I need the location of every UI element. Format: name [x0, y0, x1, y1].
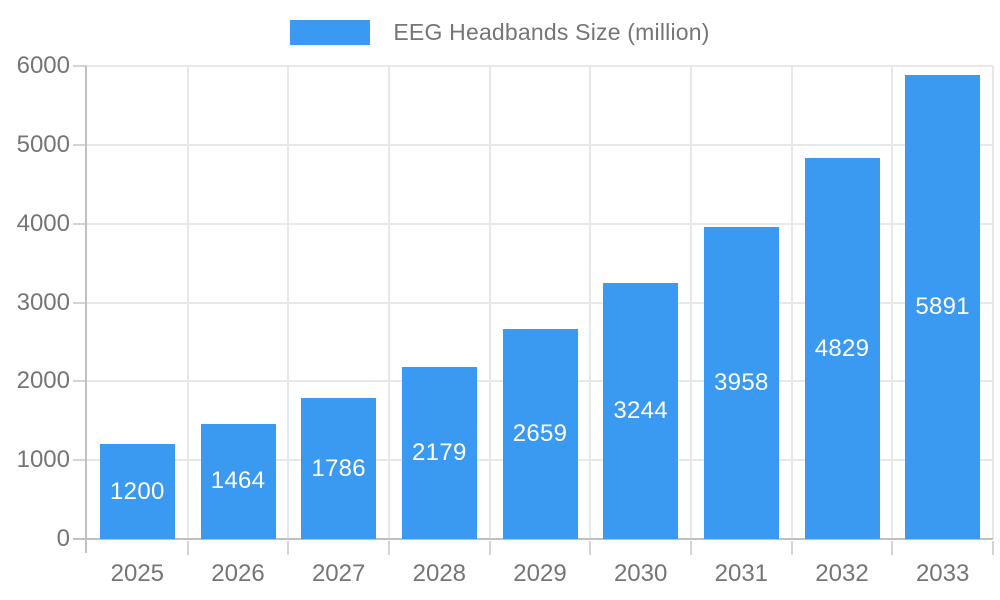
x-tick-mark — [589, 541, 592, 555]
gridline-vertical — [589, 66, 592, 539]
y-tick-mark — [73, 459, 87, 462]
gridline-horizontal — [87, 65, 993, 67]
gridline-vertical — [790, 66, 793, 539]
bar-value-label: 4829 — [814, 334, 870, 362]
y-tick-label: 3000 — [16, 288, 70, 316]
bar-value-label: 1786 — [311, 454, 366, 482]
bar: 2179 — [401, 367, 477, 539]
bar-value-label: 1464 — [210, 467, 266, 495]
bar: 4829 — [804, 158, 880, 539]
x-tick-label: 2025 — [110, 560, 165, 587]
y-tick-label: 5000 — [16, 130, 70, 158]
gridline-vertical — [488, 66, 491, 539]
x-tick-label: 2030 — [613, 560, 668, 587]
gridline-vertical — [287, 66, 290, 539]
x-tick-label: 2027 — [311, 560, 366, 587]
x-tick-label: 2026 — [211, 560, 265, 587]
y-tick-mark — [73, 380, 87, 383]
y-tick-label: 1000 — [16, 446, 70, 474]
x-tick-label: 2032 — [815, 560, 869, 587]
y-tick-label: 6000 — [16, 52, 70, 79]
x-tick-mark — [992, 541, 994, 555]
x-tick-label: 2029 — [513, 560, 567, 587]
y-tick-label: 2000 — [16, 367, 70, 395]
x-axis-line — [73, 538, 993, 540]
gridline-vertical — [992, 66, 994, 539]
gridline-horizontal — [87, 222, 993, 225]
x-tick-mark — [287, 541, 290, 555]
legend-swatch — [290, 20, 371, 45]
x-tick-label: 2028 — [412, 560, 467, 587]
gridline-vertical — [388, 66, 390, 539]
bar: 3958 — [703, 226, 779, 539]
gridline-vertical — [891, 66, 894, 539]
y-tick-label: 4000 — [16, 209, 70, 237]
x-tick-mark — [388, 541, 390, 555]
bar: 1200 — [99, 444, 175, 539]
legend[interactable]: EEG Headbands Size (million) — [0, 19, 1000, 46]
legend-label: EEG Headbands Size (million) — [393, 19, 710, 45]
x-tick-label: 2033 — [915, 560, 970, 587]
x-tick-mark — [690, 541, 692, 555]
bar-value-label: 2179 — [412, 439, 467, 467]
bar: 3244 — [603, 283, 679, 539]
gridline-vertical — [186, 66, 189, 539]
bar-value-label: 1200 — [110, 477, 165, 505]
x-tick-mark — [790, 541, 793, 555]
x-tick-mark — [186, 541, 189, 555]
bar-value-label: 3244 — [613, 397, 668, 425]
y-axis-line — [85, 66, 87, 553]
y-tick-mark — [73, 222, 87, 225]
bar-value-label: 3958 — [714, 368, 769, 396]
y-tick-mark — [73, 65, 87, 67]
gridline-vertical — [690, 66, 692, 539]
y-tick-mark — [73, 301, 87, 304]
bar: 5891 — [905, 74, 981, 539]
x-tick-mark — [891, 541, 894, 555]
gridline-horizontal — [87, 301, 993, 304]
x-tick-label: 2031 — [714, 560, 769, 587]
bar: 1464 — [200, 423, 276, 539]
bar: 2659 — [502, 329, 578, 539]
x-tick-mark — [488, 541, 491, 555]
y-tick-mark — [73, 143, 87, 146]
bar-value-label: 2659 — [512, 420, 568, 448]
bar-value-label: 5891 — [915, 292, 970, 320]
y-tick-label: 0 — [56, 525, 70, 552]
gridline-horizontal — [87, 143, 993, 146]
bar: 1786 — [301, 398, 377, 539]
